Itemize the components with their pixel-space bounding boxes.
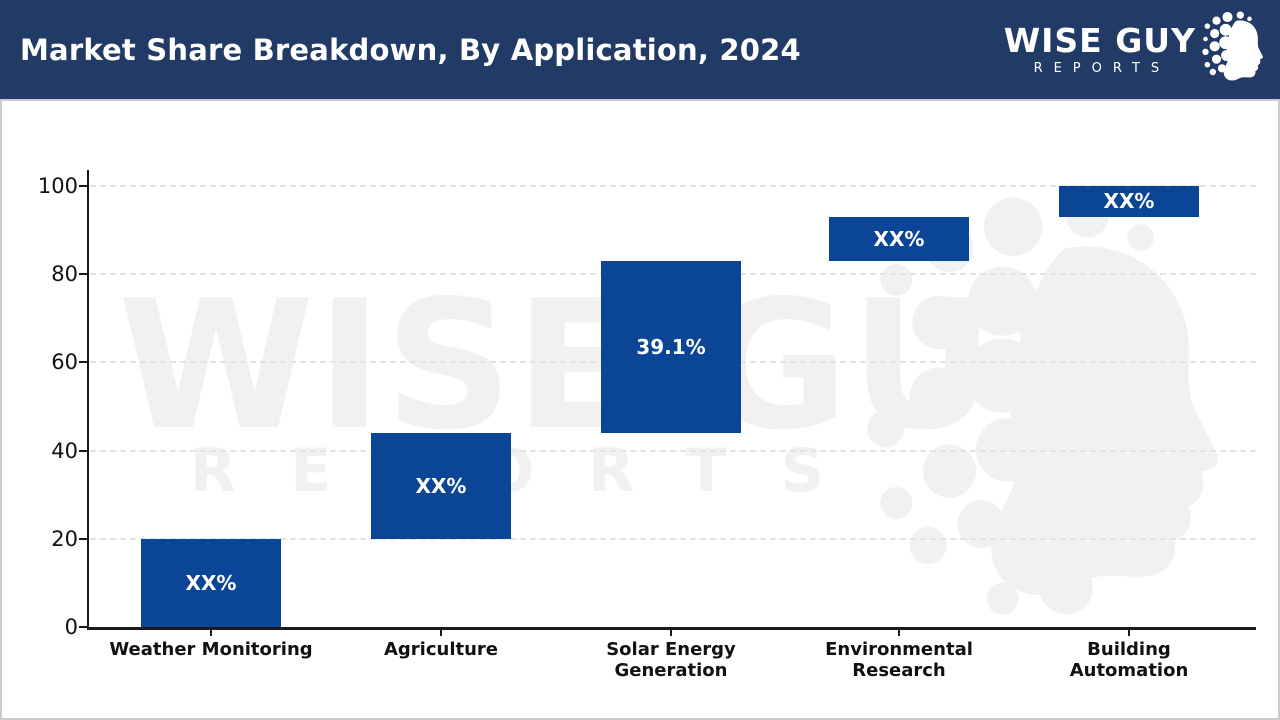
x-axis-line [87, 627, 1256, 630]
page-title: Market Share Breakdown, By Application, … [20, 32, 801, 67]
y-tick-mark [79, 273, 87, 276]
x-category-label-line: Building [1087, 639, 1171, 660]
y-tick-label: 0 [64, 615, 78, 639]
bar-building-automation: XX% [1059, 186, 1199, 217]
x-tick-mark [898, 629, 900, 636]
gridline-40 [90, 449, 1256, 452]
x-tick-mark [210, 629, 212, 636]
header-bar: Market Share Breakdown, By Application, … [0, 0, 1280, 99]
x-category-label-line: Agriculture [383, 639, 499, 660]
bar-value-label: XX% [1103, 189, 1155, 214]
x-category-label-line: Generation [614, 660, 728, 681]
y-tick-mark [79, 626, 87, 628]
x-category-label: Weather Monitoring [96, 639, 326, 660]
x-category-label-line: Solar Energy [606, 639, 736, 660]
x-category-label-line: Research [852, 660, 946, 681]
bar-value-label: 39.1% [636, 334, 706, 359]
y-axis-line [87, 170, 89, 629]
bar-environmental-research: XX% [829, 216, 969, 261]
bar-value-label: XX% [185, 570, 237, 595]
bar-weather-monitoring: XX% [141, 538, 281, 627]
x-category-label-line: Automation [1069, 660, 1189, 681]
logo-wordmark-sub: REPORTS [1033, 61, 1171, 76]
y-tick-mark [79, 449, 87, 452]
y-tick-label: 40 [51, 438, 78, 463]
gridline-100 [90, 185, 1256, 187]
bar-agriculture: XX% [371, 432, 511, 539]
gridline-20 [90, 537, 1256, 540]
x-tick-mark [670, 629, 672, 636]
x-category-label: Agriculture [326, 639, 556, 660]
x-tick-mark [1128, 629, 1130, 636]
x-category-label-line: Weather Monitoring [109, 639, 313, 660]
brand-logo: WISE GUY REPORTS [1004, 8, 1266, 92]
bar-solar-energy-generation: 39.1% [601, 260, 741, 433]
y-tick-mark [79, 537, 87, 540]
x-tick-mark [440, 629, 442, 636]
x-category-label: Building Automation [1014, 639, 1244, 681]
logo-wordmark-main: WISE GUY [1003, 21, 1196, 60]
x-category-label: Environmental Research [784, 639, 1014, 681]
bar-value-label: XX% [873, 226, 925, 251]
y-tick-label: 100 [37, 174, 78, 198]
y-tick-label: 20 [51, 526, 78, 551]
chart-frame-border [0, 99, 1280, 720]
y-tick-label: 80 [51, 262, 78, 287]
bar-value-label: XX% [415, 473, 467, 498]
y-tick-mark [79, 361, 87, 364]
logo-wordmark: WISE GUY REPORTS [1004, 24, 1196, 75]
x-category-label: Solar Energy Generation [556, 639, 786, 681]
y-tick-mark [79, 185, 87, 187]
y-tick-label: 60 [51, 350, 78, 375]
x-category-label-line: Environmental [825, 639, 973, 660]
dotted-head-icon [1202, 11, 1263, 81]
